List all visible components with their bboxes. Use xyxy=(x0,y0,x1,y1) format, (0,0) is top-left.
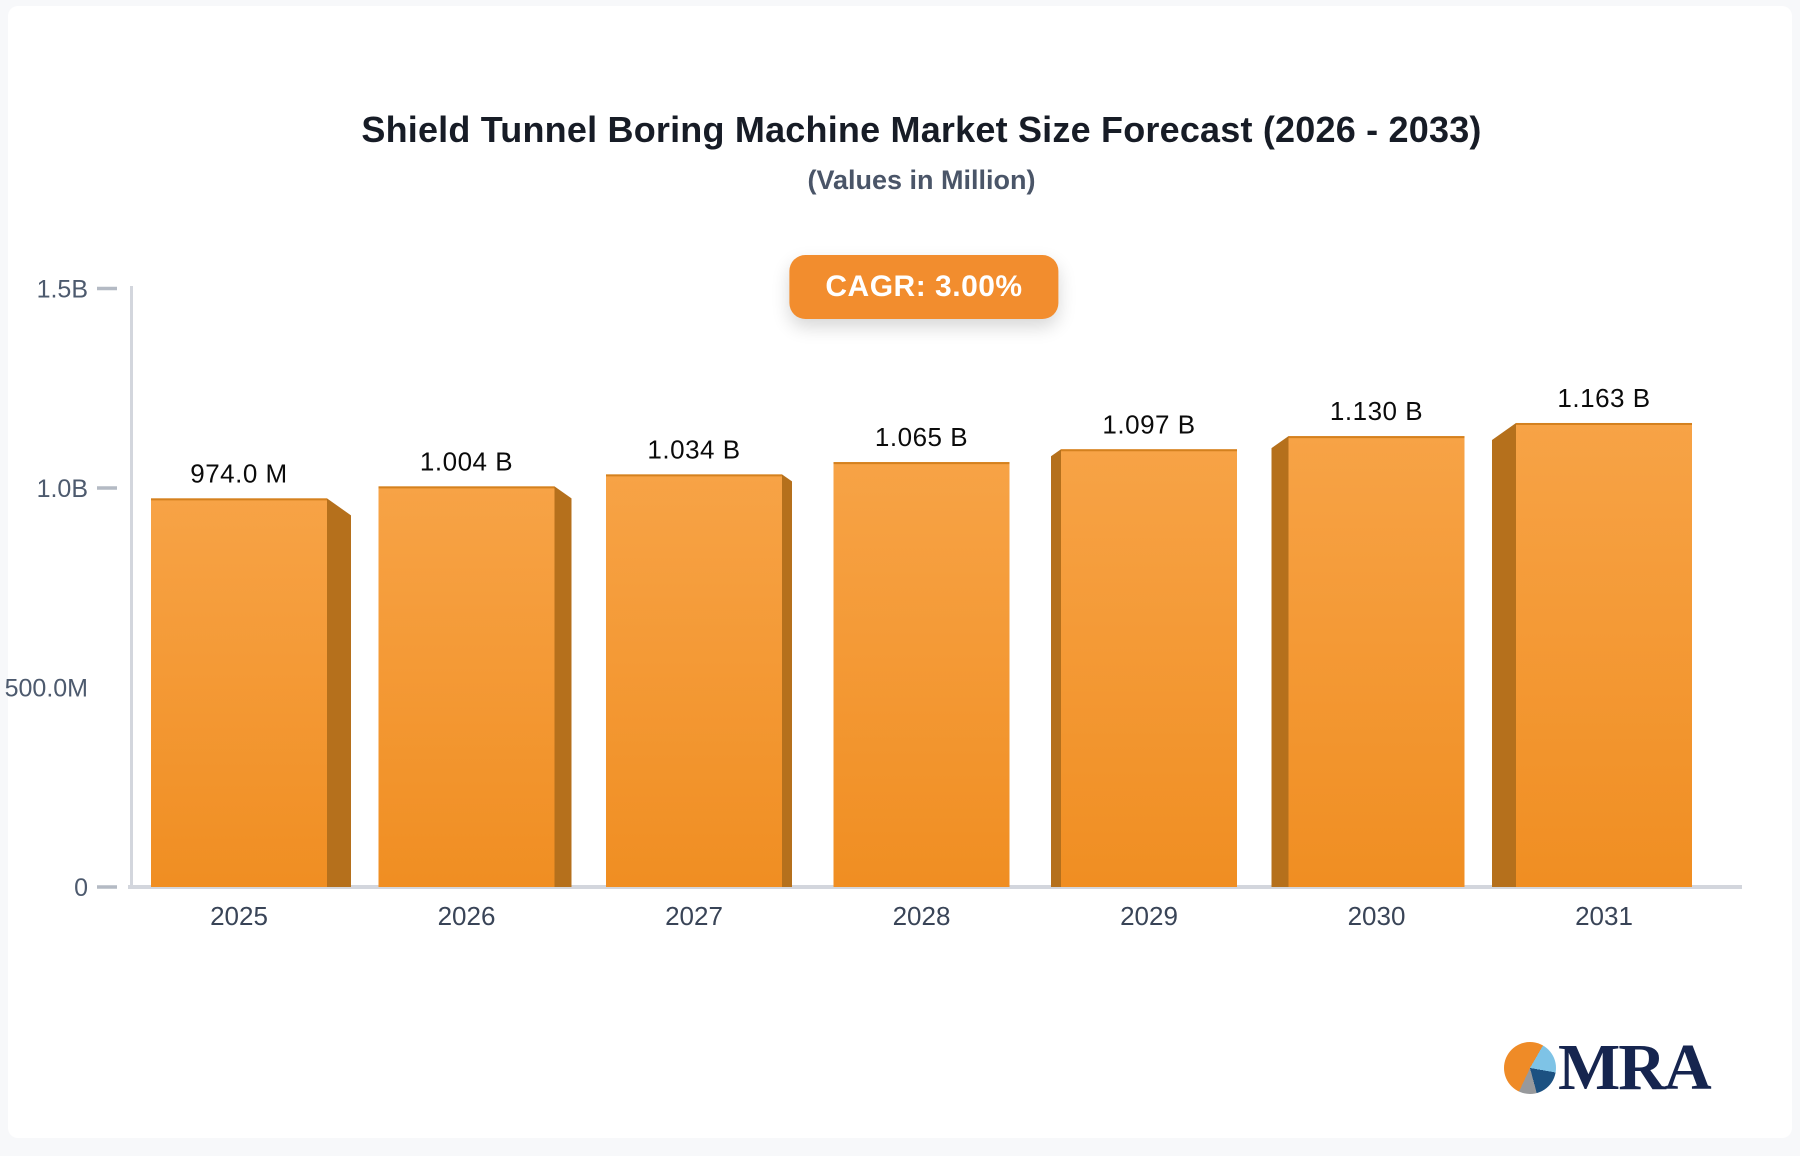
mra-logo-text: MRA xyxy=(1558,1031,1712,1104)
cagr-badge: CAGR: 3.00% xyxy=(789,255,1059,319)
mra-logo: MRA xyxy=(1504,1031,1712,1104)
chart-card xyxy=(8,6,1792,1138)
pie-chart-icon xyxy=(1504,1042,1556,1094)
